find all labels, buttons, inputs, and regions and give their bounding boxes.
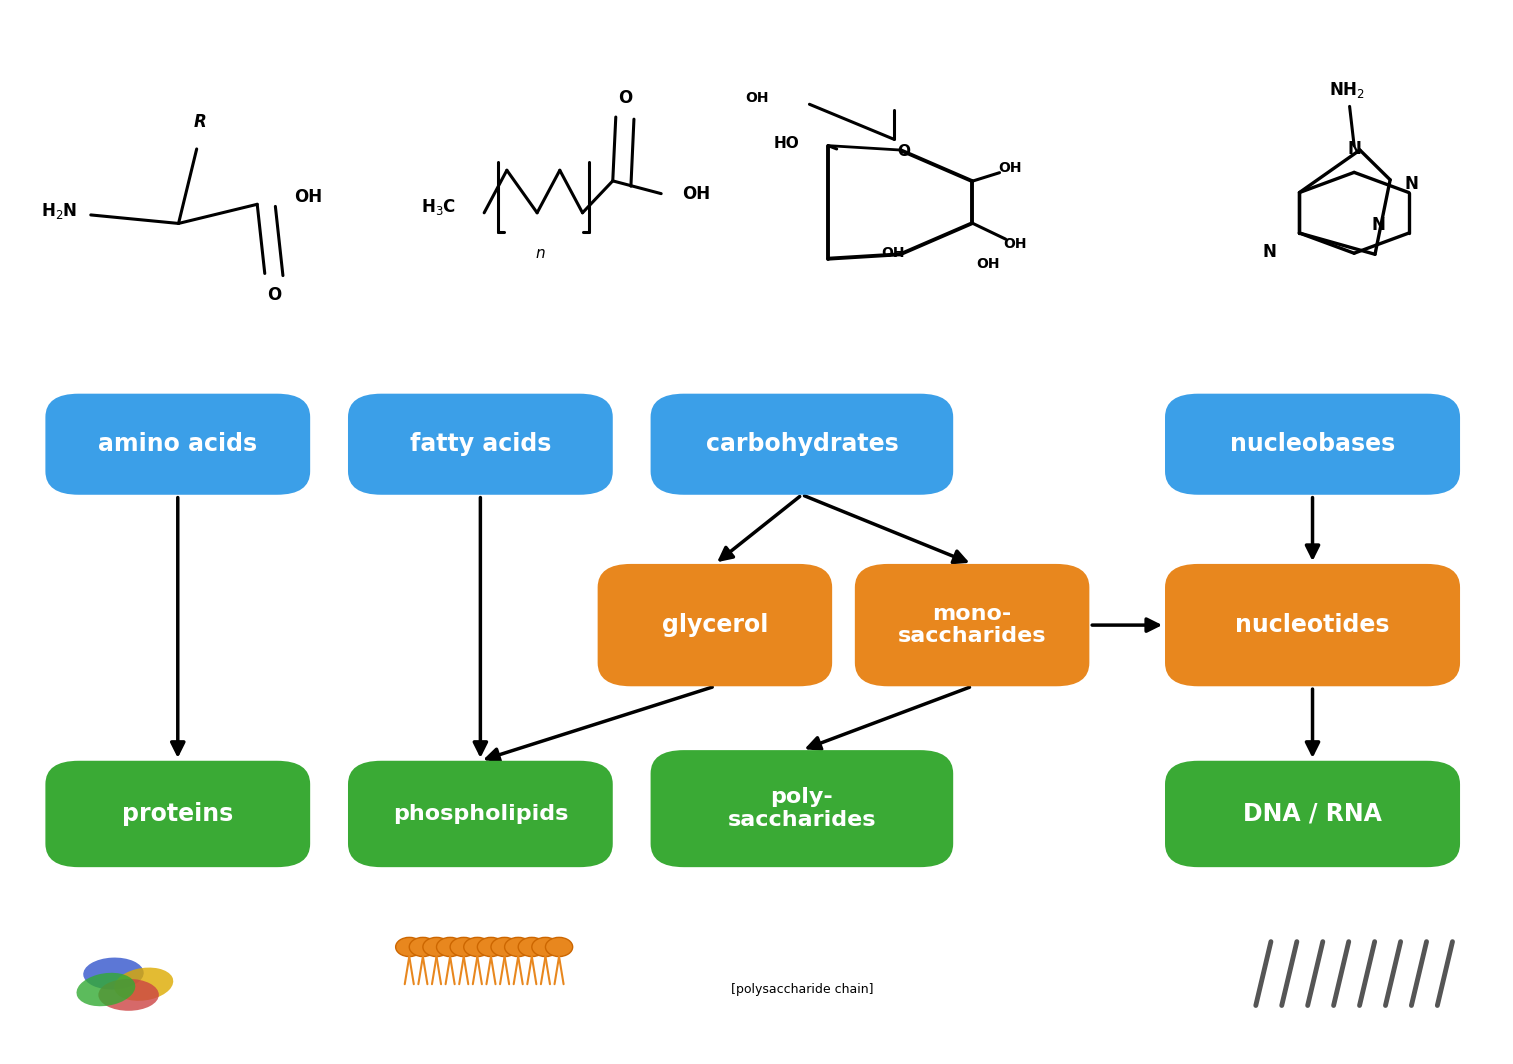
Text: OH: OH: [744, 90, 769, 105]
Text: carbohydrates: carbohydrates: [705, 432, 899, 456]
FancyBboxPatch shape: [651, 394, 953, 495]
Text: nucleobases: nucleobases: [1230, 432, 1395, 456]
Circle shape: [545, 937, 572, 957]
Circle shape: [517, 937, 545, 957]
FancyBboxPatch shape: [45, 394, 310, 495]
FancyBboxPatch shape: [45, 761, 310, 867]
Text: [polysaccharide chain]: [polysaccharide chain]: [731, 983, 873, 996]
Text: H$_2$N: H$_2$N: [41, 201, 77, 220]
Text: glycerol: glycerol: [661, 613, 769, 637]
Text: OH: OH: [295, 188, 322, 205]
Text: O: O: [617, 89, 632, 106]
Circle shape: [463, 937, 490, 957]
FancyBboxPatch shape: [855, 564, 1089, 686]
Text: H$_3$C: H$_3$C: [421, 198, 457, 217]
Circle shape: [436, 937, 463, 957]
Circle shape: [422, 937, 451, 957]
Text: N: N: [1406, 176, 1419, 193]
Ellipse shape: [113, 968, 174, 1000]
Text: mono-
saccharides: mono- saccharides: [897, 604, 1047, 646]
Text: phospholipids: phospholipids: [393, 804, 567, 824]
Ellipse shape: [76, 974, 136, 1005]
Ellipse shape: [83, 958, 144, 990]
Circle shape: [395, 937, 424, 957]
Circle shape: [490, 937, 517, 957]
Text: N: N: [1262, 244, 1275, 261]
Text: NH$_2$: NH$_2$: [1328, 81, 1365, 100]
Text: OH: OH: [976, 256, 1000, 271]
Circle shape: [478, 937, 505, 957]
Text: N: N: [1347, 140, 1362, 157]
FancyBboxPatch shape: [651, 750, 953, 867]
Text: poly-
saccharides: poly- saccharides: [728, 787, 876, 830]
Text: OH: OH: [682, 185, 710, 202]
Text: OH: OH: [881, 246, 905, 261]
Text: OH: OH: [1003, 237, 1026, 251]
FancyBboxPatch shape: [1165, 761, 1460, 867]
Text: O: O: [266, 286, 281, 303]
FancyBboxPatch shape: [1165, 394, 1460, 495]
Circle shape: [504, 937, 531, 957]
Text: HO: HO: [773, 136, 800, 151]
FancyBboxPatch shape: [348, 761, 613, 867]
Text: proteins: proteins: [123, 802, 233, 826]
FancyBboxPatch shape: [598, 564, 832, 686]
Text: n: n: [536, 246, 545, 261]
Circle shape: [449, 937, 478, 957]
Text: DNA / RNA: DNA / RNA: [1244, 802, 1381, 826]
Text: O: O: [897, 144, 909, 159]
Text: N: N: [1372, 216, 1386, 233]
FancyBboxPatch shape: [1165, 564, 1460, 686]
Text: OH: OH: [999, 162, 1021, 176]
Text: fatty acids: fatty acids: [410, 432, 551, 456]
Circle shape: [533, 937, 560, 957]
Circle shape: [409, 937, 437, 957]
FancyBboxPatch shape: [348, 394, 613, 495]
Text: nucleotides: nucleotides: [1235, 613, 1390, 637]
Ellipse shape: [100, 978, 157, 1012]
Text: R: R: [194, 114, 206, 131]
Text: amino acids: amino acids: [98, 432, 257, 456]
